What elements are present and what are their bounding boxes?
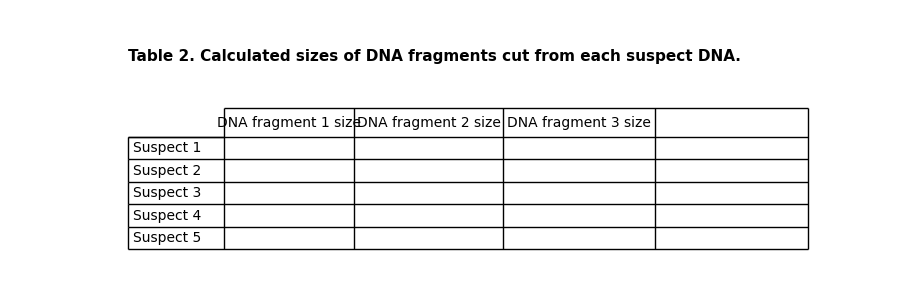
- Text: DNA fragment 1 size: DNA fragment 1 size: [217, 116, 361, 130]
- Text: Suspect 5: Suspect 5: [132, 231, 200, 245]
- Text: DNA fragment 3 size: DNA fragment 3 size: [507, 116, 650, 130]
- Text: DNA fragment 2 size: DNA fragment 2 size: [356, 116, 500, 130]
- Text: Table 2. Calculated sizes of DNA fragments cut from each suspect DNA.: Table 2. Calculated sizes of DNA fragmen…: [128, 49, 740, 64]
- Text: Suspect 1: Suspect 1: [132, 141, 200, 155]
- Text: Suspect 3: Suspect 3: [132, 186, 200, 200]
- Text: Suspect 2: Suspect 2: [132, 164, 200, 178]
- Text: Suspect 4: Suspect 4: [132, 209, 200, 223]
